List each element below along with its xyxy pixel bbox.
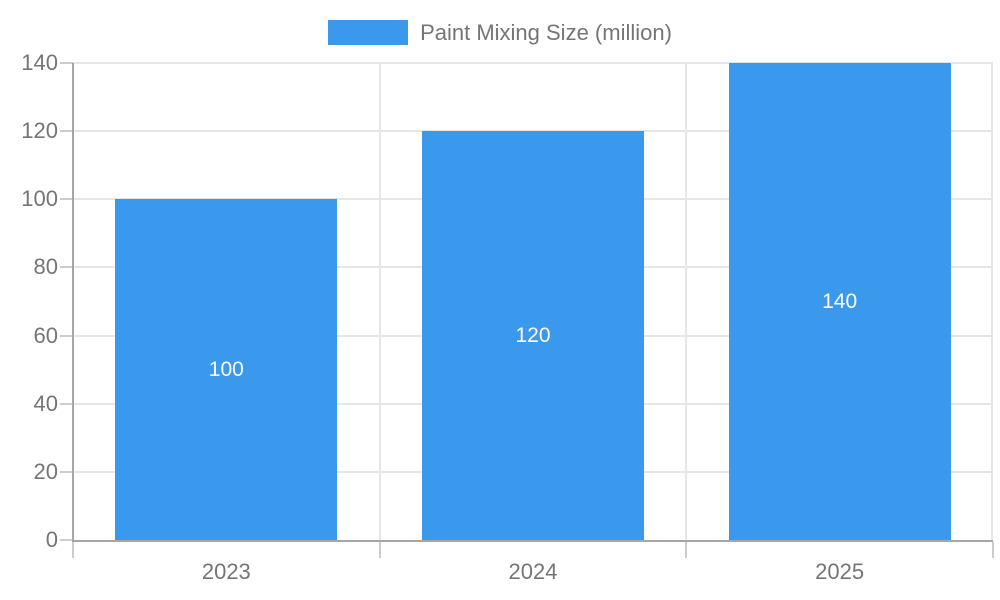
- y-tick-label: 140: [21, 50, 58, 75]
- y-tick: [60, 198, 73, 201]
- x-tick: [72, 542, 74, 558]
- y-axis-line: [72, 63, 74, 542]
- x-axis-line: [73, 540, 993, 542]
- bar-value-label: 140: [822, 289, 858, 313]
- x-gridline: [378, 63, 381, 540]
- x-gridline: [685, 63, 688, 540]
- bar-value-label: 120: [515, 323, 551, 347]
- plot-right-border: [991, 63, 993, 540]
- y-tick: [60, 266, 73, 269]
- y-tick-label: 40: [33, 390, 58, 416]
- x-tick: [685, 542, 688, 558]
- legend-label: Paint Mixing Size (million): [420, 19, 672, 45]
- y-tick: [60, 470, 73, 473]
- y-tick-label: 60: [33, 322, 58, 348]
- y-tick-label: 20: [33, 458, 58, 484]
- bar[interactable]: [728, 63, 951, 540]
- y-tick: [60, 334, 73, 337]
- y-tick: [60, 130, 73, 133]
- legend-swatch-icon: [328, 20, 409, 45]
- y-tick-label: 100: [21, 186, 58, 212]
- y-gridline: [73, 62, 993, 64]
- y-tick: [60, 62, 73, 64]
- bar-value-label: 100: [208, 357, 244, 381]
- x-tick: [992, 542, 994, 558]
- bar[interactable]: [115, 199, 338, 540]
- chart-legend[interactable]: Paint Mixing Size (million): [0, 20, 1000, 45]
- bar[interactable]: [422, 131, 644, 540]
- y-tick-label: 0: [45, 527, 58, 552]
- x-tick-label: 2023: [201, 559, 251, 584]
- y-tick: [60, 539, 73, 541]
- x-tick-label: 2025: [815, 559, 865, 584]
- x-tick-label: 2024: [508, 559, 558, 584]
- y-tick: [60, 402, 73, 405]
- x-tick: [378, 542, 381, 558]
- y-tick-label: 80: [33, 254, 58, 280]
- y-tick-label: 120: [21, 118, 58, 144]
